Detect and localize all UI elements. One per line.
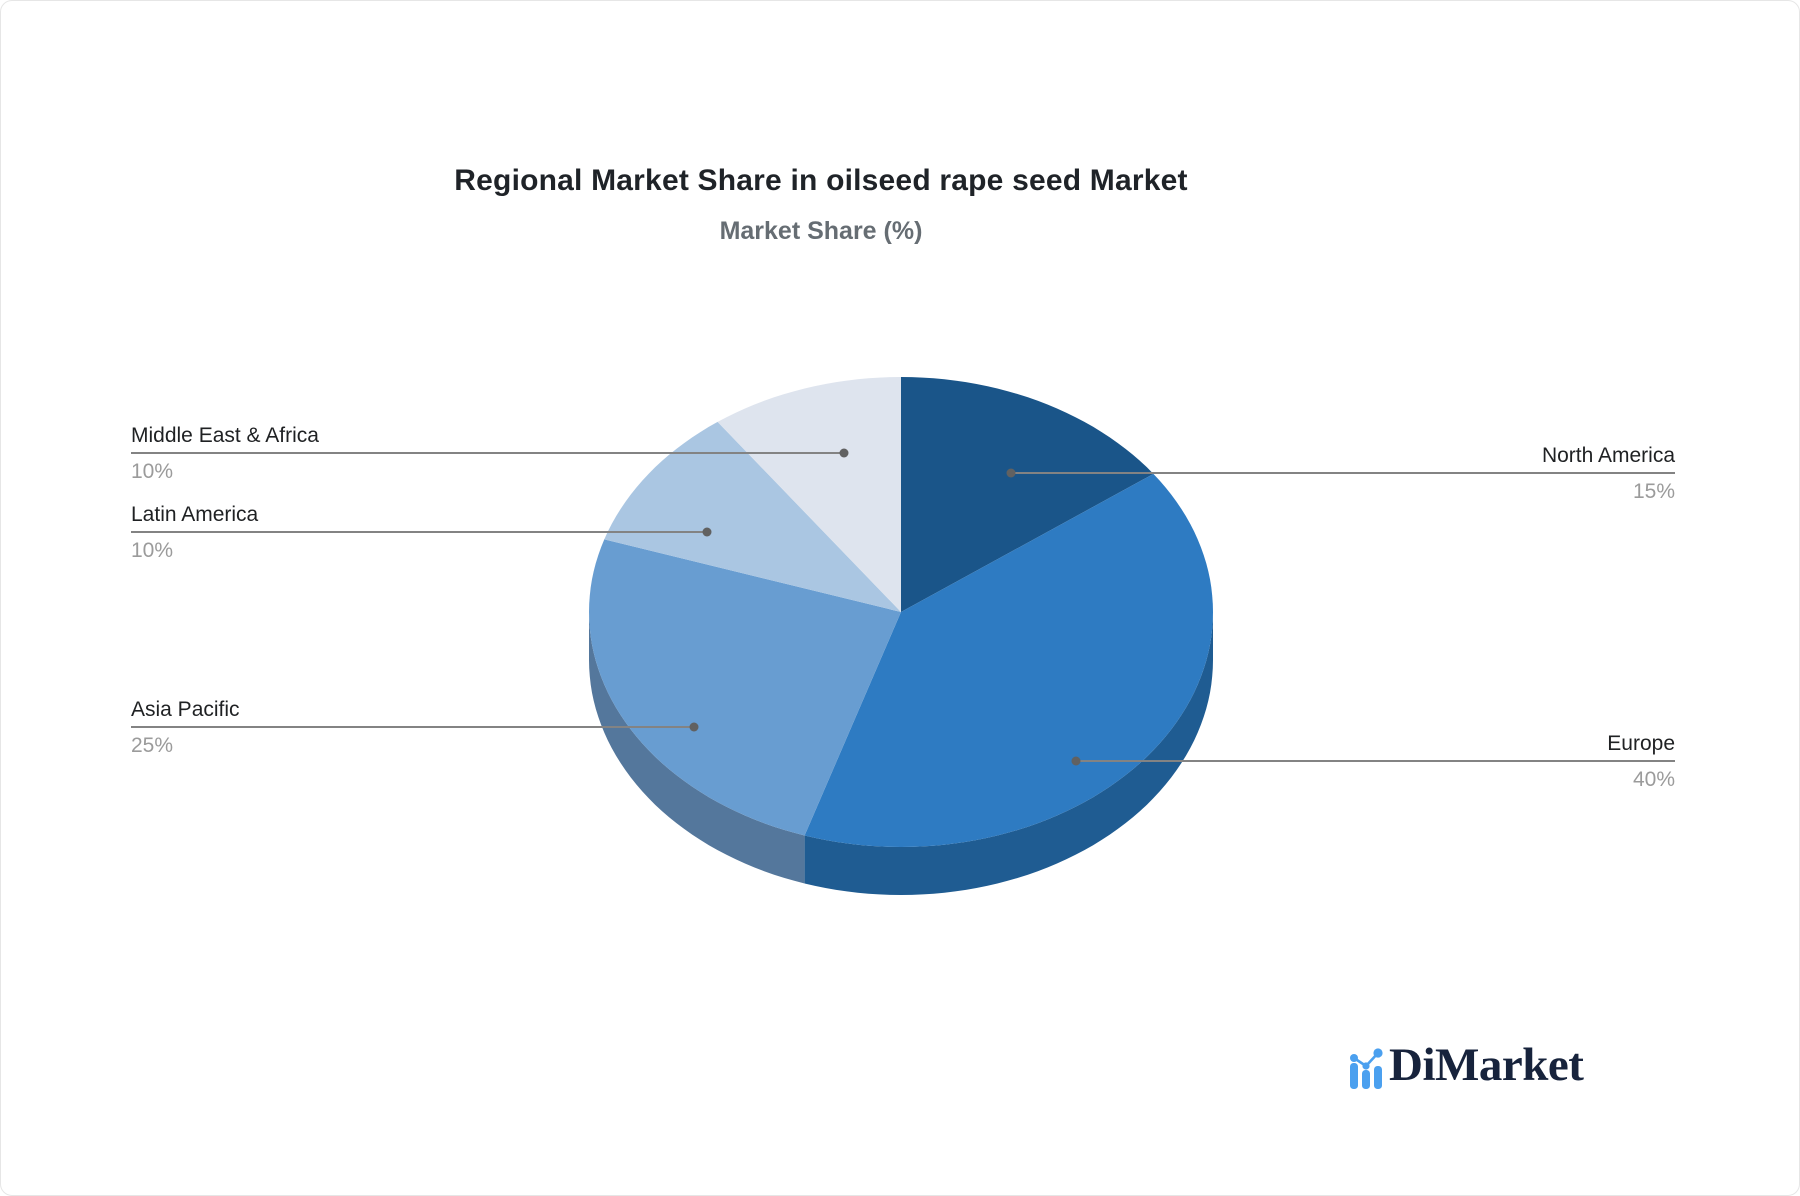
pie-slice-latin-america[interactable] — [604, 421, 901, 612]
bar-line-chart-icon — [1350, 1048, 1383, 1089]
slice-label-latin-america: Latin America — [131, 503, 259, 526]
slice-value-north-america: 15% — [1632, 480, 1675, 503]
connector-dot-asia-pacific — [689, 722, 699, 732]
connector-dot-latin-america — [702, 527, 712, 537]
pie-slice-asia-pacific[interactable] — [589, 539, 901, 836]
slice-value-asia-pacific: 25% — [131, 734, 174, 757]
pie-slice-side-asia-pacific — [589, 612, 805, 884]
slice-label-europe: Europe — [1607, 732, 1675, 755]
slice-value-europe: 40% — [1632, 768, 1675, 791]
pie-slice-side-europe — [804, 612, 1213, 895]
slice-label-middle-east-africa: Middle East & Africa — [131, 424, 319, 447]
pie-slice-north-america[interactable] — [901, 377, 1154, 612]
dimarket-wordmark: DiMarket — [1389, 1039, 1584, 1091]
chart-subtitle: Market Share (%) — [719, 217, 923, 245]
dimarket-logo: DiMarket — [1349, 1037, 1679, 1097]
connector-dot-north-america — [1006, 468, 1016, 478]
connector-dot-middle-east-africa — [839, 448, 849, 458]
slice-value-latin-america: 10% — [131, 539, 174, 562]
slice-value-middle-east-africa: 10% — [131, 460, 174, 483]
slice-label-north-america: North America — [1541, 444, 1675, 467]
pie-slice-europe[interactable] — [804, 473, 1213, 847]
chart-title: Regional Market Share in oilseed rape se… — [454, 164, 1188, 197]
pie-slice-middle-east-africa[interactable] — [717, 377, 901, 612]
slice-label-asia-pacific: Asia Pacific — [131, 698, 240, 721]
connector-dot-europe — [1071, 756, 1081, 766]
